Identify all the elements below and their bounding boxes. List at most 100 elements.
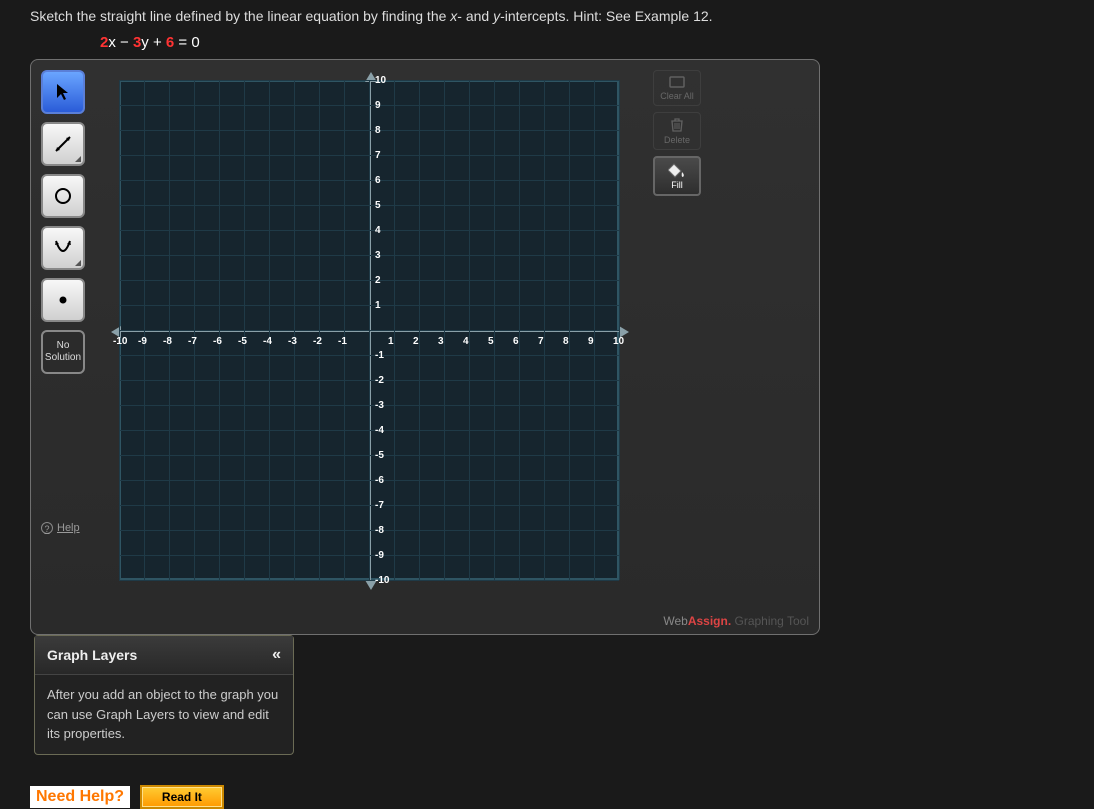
clear-all-button[interactable]: Clear All	[653, 70, 701, 106]
gridline-h	[119, 205, 619, 206]
eq-op1: −	[116, 34, 133, 51]
x-tick-label: -7	[188, 336, 197, 347]
gridline-h	[119, 505, 619, 506]
circle-tool[interactable]	[41, 174, 85, 218]
y-tick-label: -3	[375, 400, 384, 411]
y-tick-label: -4	[375, 425, 384, 436]
x-tick-label: 5	[488, 336, 494, 347]
y-tick-label: -2	[375, 375, 384, 386]
x-tick-label: 6	[513, 336, 519, 347]
y-tick-label: -7	[375, 500, 384, 511]
read-it-button[interactable]: Read It	[140, 785, 224, 809]
corner-icon	[75, 260, 81, 266]
eq-eq: = 0	[174, 34, 199, 51]
x-tick-label: -6	[213, 336, 222, 347]
gridline-h	[119, 380, 619, 381]
x-tick-label: -5	[238, 336, 247, 347]
brand-p3: Graphing Tool	[731, 614, 809, 628]
collapse-icon[interactable]: «	[272, 646, 281, 664]
gridline-h	[119, 330, 619, 331]
y-tick-label: 6	[375, 175, 381, 186]
gridline-h	[119, 430, 619, 431]
x-tick-label: 10	[613, 336, 624, 347]
gridline-h	[119, 480, 619, 481]
y-tick-label: 4	[375, 225, 381, 236]
fill-icon	[668, 162, 686, 178]
q-suffix: -intercepts. Hint: See Example 12.	[500, 8, 712, 24]
parabola-tool[interactable]	[41, 226, 85, 270]
gridline-h	[119, 230, 619, 231]
y-tick-label: 3	[375, 250, 381, 261]
x-tick-label: -2	[313, 336, 322, 347]
gridline-h	[119, 105, 619, 106]
need-help-label: Need Help?	[30, 786, 130, 808]
trash-icon	[669, 117, 685, 133]
x-tick-label: -4	[263, 336, 272, 347]
y-tick-label: 1	[375, 300, 381, 311]
x-tick-label: 1	[388, 336, 394, 347]
y-tick-label: 2	[375, 275, 381, 286]
y-tick-label: -8	[375, 525, 384, 536]
gridline-h	[119, 280, 619, 281]
y-tick-label: 7	[375, 150, 381, 161]
gridline-h	[119, 455, 619, 456]
equation: 2x − 3y + 6 = 0	[100, 34, 1064, 51]
y-tick-label: 8	[375, 125, 381, 136]
y-tick-label: 10	[375, 75, 386, 86]
question-text: Sketch the straight line defined by the …	[30, 8, 1064, 24]
line-tool[interactable]	[41, 122, 85, 166]
layers-body-text: After you add an object to the graph you…	[35, 675, 293, 754]
graph-frame: No Solution ? Help -10 -9 -8 -7 -6 -5 -4 -3 -2 -1…	[30, 59, 820, 635]
side-buttons: Clear All Delete Fill	[647, 70, 707, 610]
help-label: Help	[57, 522, 80, 534]
graph-layers-panel: Graph Layers « After you add an object t…	[34, 635, 294, 755]
no-solution-button[interactable]: No Solution	[41, 330, 85, 374]
y-tick-label: -6	[375, 475, 384, 486]
brand-p1: Web	[663, 614, 687, 628]
y-tick-label: 5	[375, 200, 381, 211]
point-tool[interactable]	[41, 278, 85, 322]
eq-var2: y	[141, 34, 149, 51]
pointer-tool[interactable]	[41, 70, 85, 114]
toolbar: No Solution ? Help	[41, 70, 89, 610]
gridline-h	[119, 130, 619, 131]
q-prefix: Sketch the straight line defined by the …	[30, 8, 450, 24]
need-help-bar: Need Help? Read It	[30, 785, 1064, 809]
x-tick-label: -8	[163, 336, 172, 347]
eq-var1: x	[108, 34, 116, 51]
x-tick-label: -10	[113, 336, 127, 347]
q-mid: - and	[457, 8, 493, 24]
x-tick-label: -3	[288, 336, 297, 347]
help-icon: ?	[41, 522, 53, 534]
x-tick-label: -9	[138, 336, 147, 347]
help-link[interactable]: ? Help	[41, 522, 89, 534]
x-tick-label: 7	[538, 336, 544, 347]
need-help-text: Need Help?	[36, 788, 124, 805]
gridline-h	[119, 255, 619, 256]
brand-p2: Assign.	[688, 614, 731, 628]
corner-icon	[75, 156, 81, 162]
y-tick-label: 9	[375, 100, 381, 111]
read-it-label: Read It	[162, 790, 202, 804]
delete-label: Delete	[664, 135, 690, 145]
gridline-h	[119, 180, 619, 181]
clearall-label: Clear All	[660, 91, 694, 101]
graph-canvas[interactable]: -10-9-8-7-6-5-4-3-2-112345678910-10-9-8-…	[99, 70, 639, 610]
brand-label: WebAssign. Graphing Tool	[41, 614, 809, 628]
delete-button[interactable]: Delete	[653, 112, 701, 150]
y-tick-label: -5	[375, 450, 384, 461]
x-tick-label: 9	[588, 336, 594, 347]
eq-op2: +	[149, 34, 166, 51]
x-tick-label: 2	[413, 336, 419, 347]
gridline-h	[119, 555, 619, 556]
y-tick-label: -10	[375, 575, 389, 586]
x-tick-label: 3	[438, 336, 444, 347]
x-tick-label: -1	[338, 336, 347, 347]
layers-header: Graph Layers «	[35, 636, 293, 675]
gridline-h	[119, 155, 619, 156]
gridline-h	[119, 405, 619, 406]
x-tick-label: 8	[563, 336, 569, 347]
fill-button[interactable]: Fill	[653, 156, 701, 196]
x-tick-label: 4	[463, 336, 469, 347]
gridline-h	[119, 80, 619, 81]
